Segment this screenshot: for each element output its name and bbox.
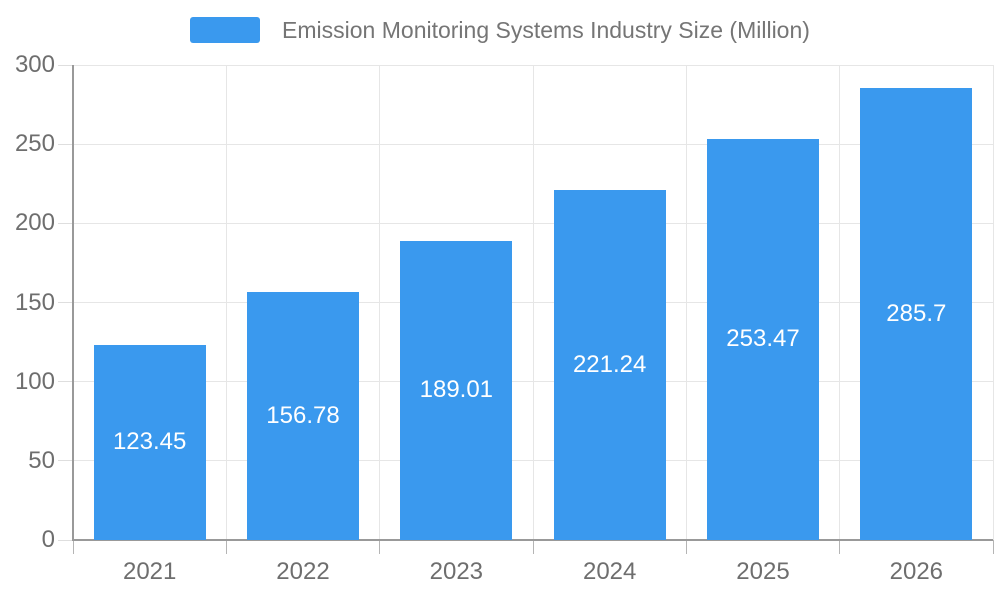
bar-value-label: 221.24 (572, 350, 647, 378)
y-tick-label: 300 (14, 51, 55, 78)
x-tick-label: 2025 (736, 558, 790, 585)
gridline-vertical (992, 65, 994, 540)
bar-2023[interactable]: 189.01 (400, 240, 513, 540)
bar-value-label: 285.7 (886, 299, 947, 327)
gridline-vertical (532, 65, 534, 540)
y-tick-label: 250 (14, 130, 55, 158)
y-axis-tick (58, 222, 73, 224)
y-tick-label: 200 (14, 209, 55, 237)
chart-legend[interactable]: Emission Monitoring Systems Industry Siz… (0, 16, 1000, 44)
gridline-vertical (379, 65, 381, 540)
gridline-vertical (225, 65, 227, 540)
bar-2024[interactable]: 221.24 (553, 189, 666, 540)
y-axis-tick (58, 539, 73, 541)
gridline-vertical (685, 65, 687, 540)
bar-value-label: 189.01 (419, 376, 494, 404)
y-axis-tick (58, 143, 73, 145)
y-tick-label: 50 (28, 446, 55, 474)
gridline-vertical (839, 65, 841, 540)
x-tick-label: 2021 (122, 558, 177, 585)
x-axis-tick (992, 540, 994, 554)
x-axis-tick (532, 540, 534, 554)
y-tick-label: 150 (14, 288, 55, 316)
bar-value-label: 123.45 (112, 428, 187, 456)
bar-2021[interactable]: 123.45 (93, 344, 206, 540)
x-tick-label: 2022 (276, 558, 330, 585)
x-axis-tick (379, 540, 381, 554)
legend-label: Emission Monitoring Systems Industry Siz… (282, 16, 810, 43)
y-axis-tick (58, 64, 73, 66)
x-tick-label: 2024 (582, 558, 637, 585)
bar-2025[interactable]: 253.47 (707, 138, 819, 540)
bar-value-label: 253.47 (726, 325, 800, 353)
y-axis-tick (58, 302, 73, 303)
bar-2022[interactable]: 156.78 (247, 291, 359, 540)
x-axis-tick (685, 540, 687, 554)
y-tick-label: 0 (41, 526, 55, 553)
y-axis-line (72, 65, 74, 540)
x-axis-tick (839, 540, 841, 554)
bar-value-label: 156.78 (266, 401, 340, 429)
legend-swatch (190, 17, 261, 43)
x-axis-line (72, 539, 993, 541)
x-tick-label: 2026 (889, 558, 944, 585)
y-axis-tick (58, 381, 73, 383)
x-tick-label: 2023 (429, 558, 484, 585)
x-axis-tick (225, 540, 227, 554)
x-axis-tick (72, 540, 74, 554)
y-tick-label: 100 (14, 367, 55, 395)
bar-2026[interactable]: 285.7 (860, 87, 973, 540)
y-axis-tick (58, 460, 73, 462)
